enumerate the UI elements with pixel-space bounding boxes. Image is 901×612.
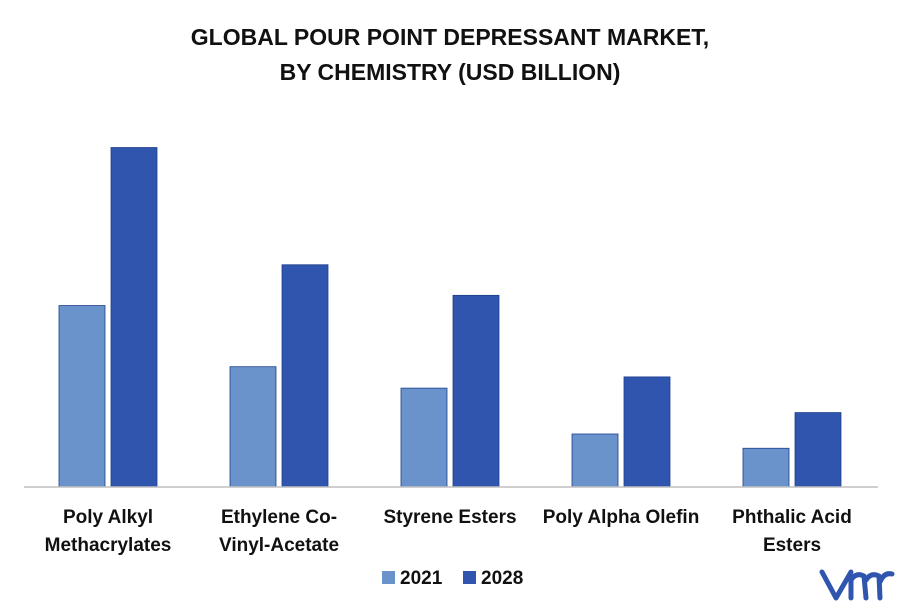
bar-2021-3 [571, 433, 619, 488]
legend-swatch-2028 [463, 571, 476, 584]
x-tick-label-0-0: Poly Alkyl [63, 507, 153, 528]
x-tick-label-2-0: Styrene Esters [383, 507, 516, 528]
x-tick-label-4-1: Esters [763, 535, 821, 556]
x-tick-label-0-1: Methacrylates [45, 535, 172, 556]
bar-2021-4 [742, 447, 790, 488]
x-tick-label-1-0: Ethylene Co- [221, 507, 337, 528]
vmr-logo-mark [819, 569, 895, 601]
bar-2021-0 [58, 305, 106, 488]
x-tick-label-3-0: Poly Alpha Olefin [543, 507, 700, 528]
bar-2028-3 [623, 376, 671, 488]
bar-2028-1 [281, 264, 329, 488]
legend-label-2028: 2028 [481, 568, 523, 589]
bar-2021-2 [400, 387, 448, 488]
chart-title-line-2: BY CHEMISTRY (USD BILLION) [280, 59, 621, 85]
legend-swatch-2021 [382, 571, 395, 584]
x-tick-label-4-0: Phthalic Acid [732, 507, 852, 528]
bar-2028-2 [452, 294, 500, 488]
bar-2028-0 [110, 147, 158, 488]
legend-label-2021: 2021 [400, 568, 443, 589]
bar-2028-4 [794, 412, 842, 488]
x-tick-labels: Poly Alkyl Methacrylates Ethylene Co- Vinyl… [45, 507, 852, 556]
bars-group [58, 147, 842, 488]
chart-title-line-1: GLOBAL POUR POINT DEPRESSANT MARKET, [191, 24, 709, 50]
vmr-logo [819, 569, 895, 601]
legend: 2021 2028 [382, 568, 523, 589]
x-tick-label-1-1: Vinyl-Acetate [219, 535, 339, 556]
chart-title: GLOBAL POUR POINT DEPRESSANT MARKET, BY … [191, 24, 709, 85]
bar-2021-1 [229, 366, 277, 488]
